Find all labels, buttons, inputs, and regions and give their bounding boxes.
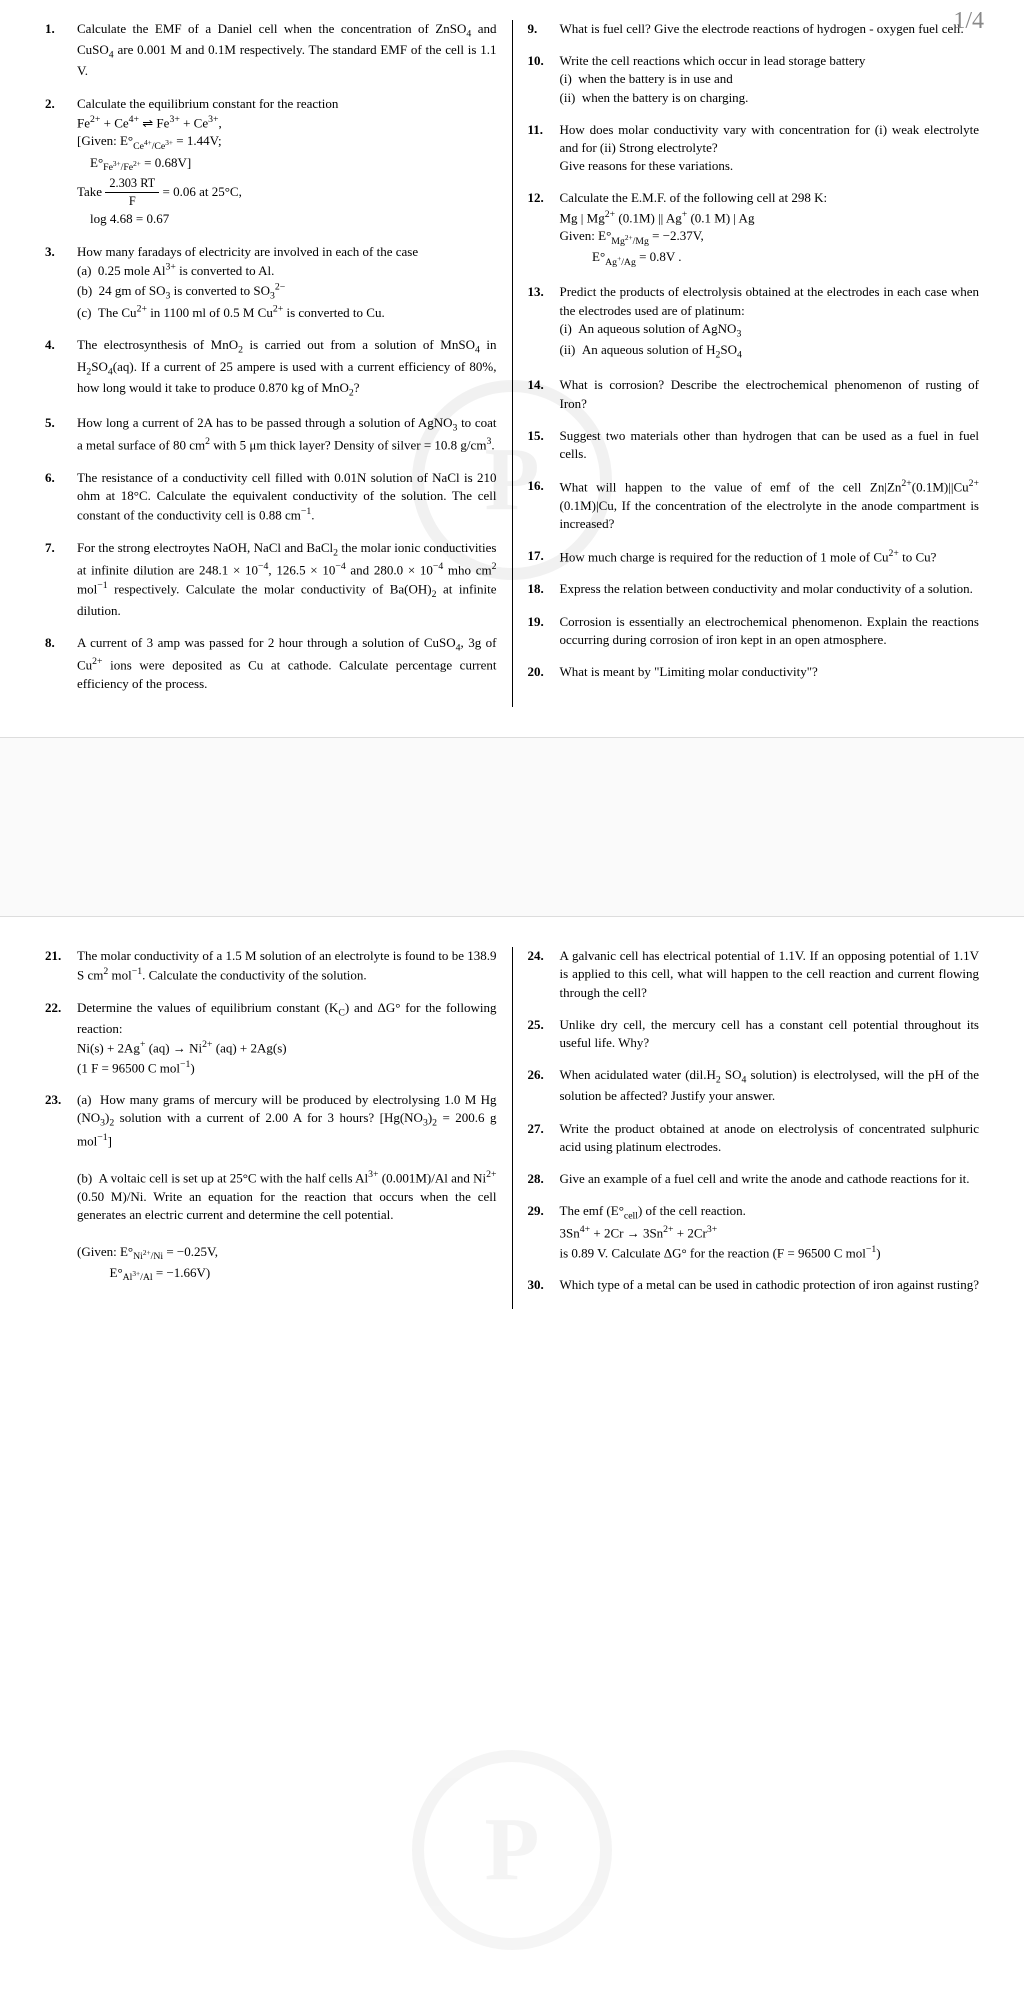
question-number: 13. [528, 283, 560, 362]
question-number: 6. [45, 469, 77, 525]
question: 19.Corrosion is essentially an electroch… [528, 613, 980, 649]
question-number: 10. [528, 52, 560, 107]
question-number: 28. [528, 1170, 560, 1188]
question: 15.Suggest two materials other than hydr… [528, 427, 980, 463]
question-number: 29. [528, 1202, 560, 1262]
question-body: When acidulated water (dil.H2 SO4 soluti… [560, 1066, 980, 1105]
question-body: The emf (E°cell) of the cell reaction.3S… [560, 1202, 980, 1262]
question: 10.Write the cell reactions which occur … [528, 52, 980, 107]
watermark-logo-2: P [412, 1750, 612, 1950]
question-body: What is corrosion? Describe the electroc… [560, 376, 980, 412]
question-number: 11. [528, 121, 560, 176]
question-body: Unlike dry cell, the mercury cell has a … [560, 1016, 980, 1052]
question-body: Which type of a metal can be used in cat… [560, 1276, 980, 1294]
question-number: 8. [45, 634, 77, 693]
question: 13.Predict the products of electrolysis … [528, 283, 980, 362]
question-body: Give an example of a fuel cell and write… [560, 1170, 980, 1188]
question-body: Suggest two materials other than hydroge… [560, 427, 980, 463]
question-number: 12. [528, 189, 560, 269]
question-number: 3. [45, 243, 77, 323]
question: 18.Express the relation between conducti… [528, 580, 980, 598]
question-body: Express the relation between conductivit… [560, 580, 980, 598]
page1-left-column: 1.Calculate the EMF of a Daniel cell whe… [30, 20, 513, 707]
question-number: 9. [528, 20, 560, 38]
question-number: 1. [45, 20, 77, 81]
question-body: How long a current of 2A has to be passe… [77, 414, 497, 455]
question-body: Calculate the EMF of a Daniel cell when … [77, 20, 497, 81]
question-number: 25. [528, 1016, 560, 1052]
question: 5.How long a current of 2A has to be pas… [45, 414, 497, 455]
question-body: Determine the values of equilibrium cons… [77, 999, 497, 1077]
question-body: Predict the products of electrolysis obt… [560, 283, 980, 362]
question: 12.Calculate the E.M.F. of the following… [528, 189, 980, 269]
question-number: 24. [528, 947, 560, 1002]
question-body: Calculate the E.M.F. of the following ce… [560, 189, 980, 269]
question-number: 18. [528, 580, 560, 598]
question-number: 15. [528, 427, 560, 463]
question: 30.Which type of a metal can be used in … [528, 1276, 980, 1294]
question-body: The molar conductivity of a 1.5 M soluti… [77, 947, 497, 985]
question-number: 23. [45, 1091, 77, 1285]
question-body: The resistance of a conductivity cell fi… [77, 469, 497, 525]
question: 16.What will happen to the value of emf … [528, 477, 980, 533]
page1-right-column: 9.What is fuel cell? Give the electrode … [513, 20, 995, 707]
question-body: (a) How many grams of mercury will be pr… [77, 1091, 497, 1285]
question-body: The electrosynthesis of MnO2 is carried … [77, 336, 497, 400]
question-body: What is meant by "Limiting molar conduct… [560, 663, 980, 681]
question: 29.The emf (E°cell) of the cell reaction… [528, 1202, 980, 1262]
question: 8.A current of 3 amp was passed for 2 ho… [45, 634, 497, 693]
question-number: 19. [528, 613, 560, 649]
question-number: 17. [528, 547, 560, 567]
question: 28.Give an example of a fuel cell and wr… [528, 1170, 980, 1188]
question-body: What is fuel cell? Give the electrode re… [560, 20, 980, 38]
question: 2.Calculate the equilibrium constant for… [45, 95, 497, 229]
question: 21.The molar conductivity of a 1.5 M sol… [45, 947, 497, 985]
question-number: 7. [45, 539, 77, 621]
question-body: What will happen to the value of emf of … [560, 477, 980, 533]
question: 4.The electrosynthesis of MnO2 is carrie… [45, 336, 497, 400]
question: 7.For the strong electroytes NaOH, NaCl … [45, 539, 497, 621]
question-body: Write the cell reactions which occur in … [560, 52, 980, 107]
page2-right-column: 24.A galvanic cell has electrical potent… [513, 947, 995, 1308]
question-number: 14. [528, 376, 560, 412]
question: 23.(a) How many grams of mercury will be… [45, 1091, 497, 1285]
question: 24.A galvanic cell has electrical potent… [528, 947, 980, 1002]
question-body: Write the product obtained at anode on e… [560, 1120, 980, 1156]
question: 25.Unlike dry cell, the mercury cell has… [528, 1016, 980, 1052]
question-number: 30. [528, 1276, 560, 1294]
question: 11.How does molar conductivity vary with… [528, 121, 980, 176]
question: 3.How many faradays of electricity are i… [45, 243, 497, 323]
question-body: Calculate the equilibrium constant for t… [77, 95, 497, 229]
question-body: For the strong electroytes NaOH, NaCl an… [77, 539, 497, 621]
question: 20.What is meant by "Limiting molar cond… [528, 663, 980, 681]
page1-columns: 1.Calculate the EMF of a Daniel cell whe… [30, 20, 994, 707]
question-number: 16. [528, 477, 560, 533]
question-number: 21. [45, 947, 77, 985]
question-body: A current of 3 amp was passed for 2 hour… [77, 634, 497, 693]
question: 6.The resistance of a conductivity cell … [45, 469, 497, 525]
question-number: 2. [45, 95, 77, 229]
question-number: 20. [528, 663, 560, 681]
question: 9.What is fuel cell? Give the electrode … [528, 20, 980, 38]
question: 26.When acidulated water (dil.H2 SO4 sol… [528, 1066, 980, 1105]
question-number: 27. [528, 1120, 560, 1156]
question-number: 5. [45, 414, 77, 455]
question-number: 4. [45, 336, 77, 400]
page-break [0, 737, 1024, 917]
page2-columns: 21.The molar conductivity of a 1.5 M sol… [30, 947, 994, 1308]
page-number: 1/4 [953, 5, 984, 39]
question-body: How does molar conductivity vary with co… [560, 121, 980, 176]
question: 17.How much charge is required for the r… [528, 547, 980, 567]
page2-left-column: 21.The molar conductivity of a 1.5 M sol… [30, 947, 513, 1308]
question: 27.Write the product obtained at anode o… [528, 1120, 980, 1156]
question-body: A galvanic cell has electrical potential… [560, 947, 980, 1002]
question: 1.Calculate the EMF of a Daniel cell whe… [45, 20, 497, 81]
question: 22.Determine the values of equilibrium c… [45, 999, 497, 1077]
question: 14.What is corrosion? Describe the elect… [528, 376, 980, 412]
question-number: 26. [528, 1066, 560, 1105]
question-body: How much charge is required for the redu… [560, 547, 980, 567]
question-body: How many faradays of electricity are inv… [77, 243, 497, 323]
question-body: Corrosion is essentially an electrochemi… [560, 613, 980, 649]
question-number: 22. [45, 999, 77, 1077]
